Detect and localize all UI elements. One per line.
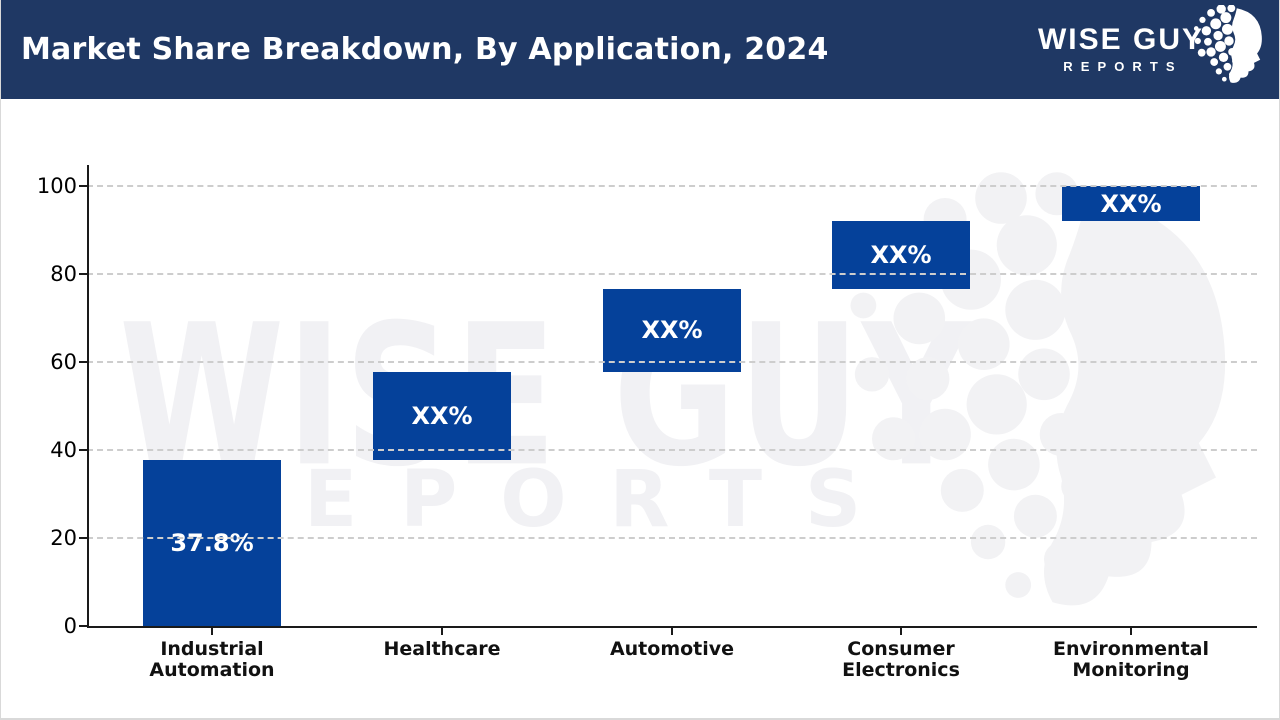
brand-logo: WISE GUY REPORTS <box>1037 3 1279 95</box>
brand-name: WISE GUY <box>1037 23 1204 56</box>
x-tick-mark <box>441 627 443 635</box>
bar-value-label: XX% <box>411 401 473 430</box>
y-axis-line <box>87 165 89 628</box>
bar-value-label: XX% <box>641 316 703 345</box>
x-category-label: Healthcare <box>383 638 501 660</box>
y-tick-label: 80 <box>50 262 77 286</box>
gridline-60 <box>87 361 1257 363</box>
y-tick-mark <box>79 361 87 363</box>
brand-logo-text: WISE GUY REPORTS <box>1037 23 1204 75</box>
x-category-label: Consumer Electronics <box>842 638 960 681</box>
x-tick-mark <box>671 627 673 635</box>
gridline-40 <box>87 449 1257 451</box>
bar-consumer-electronics: XX% <box>832 221 970 289</box>
bar-value-label: 37.8% <box>170 528 254 557</box>
y-tick-mark <box>79 537 87 539</box>
y-tick-mark <box>79 185 87 187</box>
x-category-label: Environmental Monitoring <box>1053 638 1209 681</box>
y-tick-mark <box>79 625 87 627</box>
y-tick-label: 0 <box>63 614 77 638</box>
gridline-100 <box>87 185 1257 187</box>
header-bar: Market Share Breakdown, By Application, … <box>1 0 1279 99</box>
bar-value-label: XX% <box>1100 189 1162 218</box>
chart-title: Market Share Breakdown, By Application, … <box>21 32 829 67</box>
bar-healthcare: XX% <box>373 371 511 460</box>
bar-value-label: XX% <box>870 240 932 269</box>
watermark-face-icon <box>829 168 1259 662</box>
gridline-80 <box>87 273 1257 275</box>
face-profile-icon <box>1190 3 1268 95</box>
y-tick-mark <box>79 273 87 275</box>
x-category-label: Industrial Automation <box>149 638 275 681</box>
y-tick-mark <box>79 449 87 451</box>
bar-industrial-automation: 37.8% <box>143 459 281 626</box>
brand-subname: REPORTS <box>1063 59 1183 74</box>
x-category-label: Automotive <box>609 638 735 660</box>
y-tick-label: 100 <box>36 174 77 198</box>
y-tick-label: 40 <box>50 438 77 462</box>
y-tick-label: 20 <box>50 526 77 550</box>
x-tick-mark <box>211 627 213 635</box>
y-tick-label: 60 <box>50 350 77 374</box>
x-tick-mark <box>900 627 902 635</box>
x-tick-mark <box>1130 627 1132 635</box>
bar-automotive: XX% <box>603 288 741 372</box>
bar-environmental-monitoring: XX% <box>1062 186 1200 222</box>
watermark-subword: REPORTS <box>201 455 905 545</box>
x-axis-line <box>87 626 1257 628</box>
gridline-20 <box>87 537 1257 539</box>
